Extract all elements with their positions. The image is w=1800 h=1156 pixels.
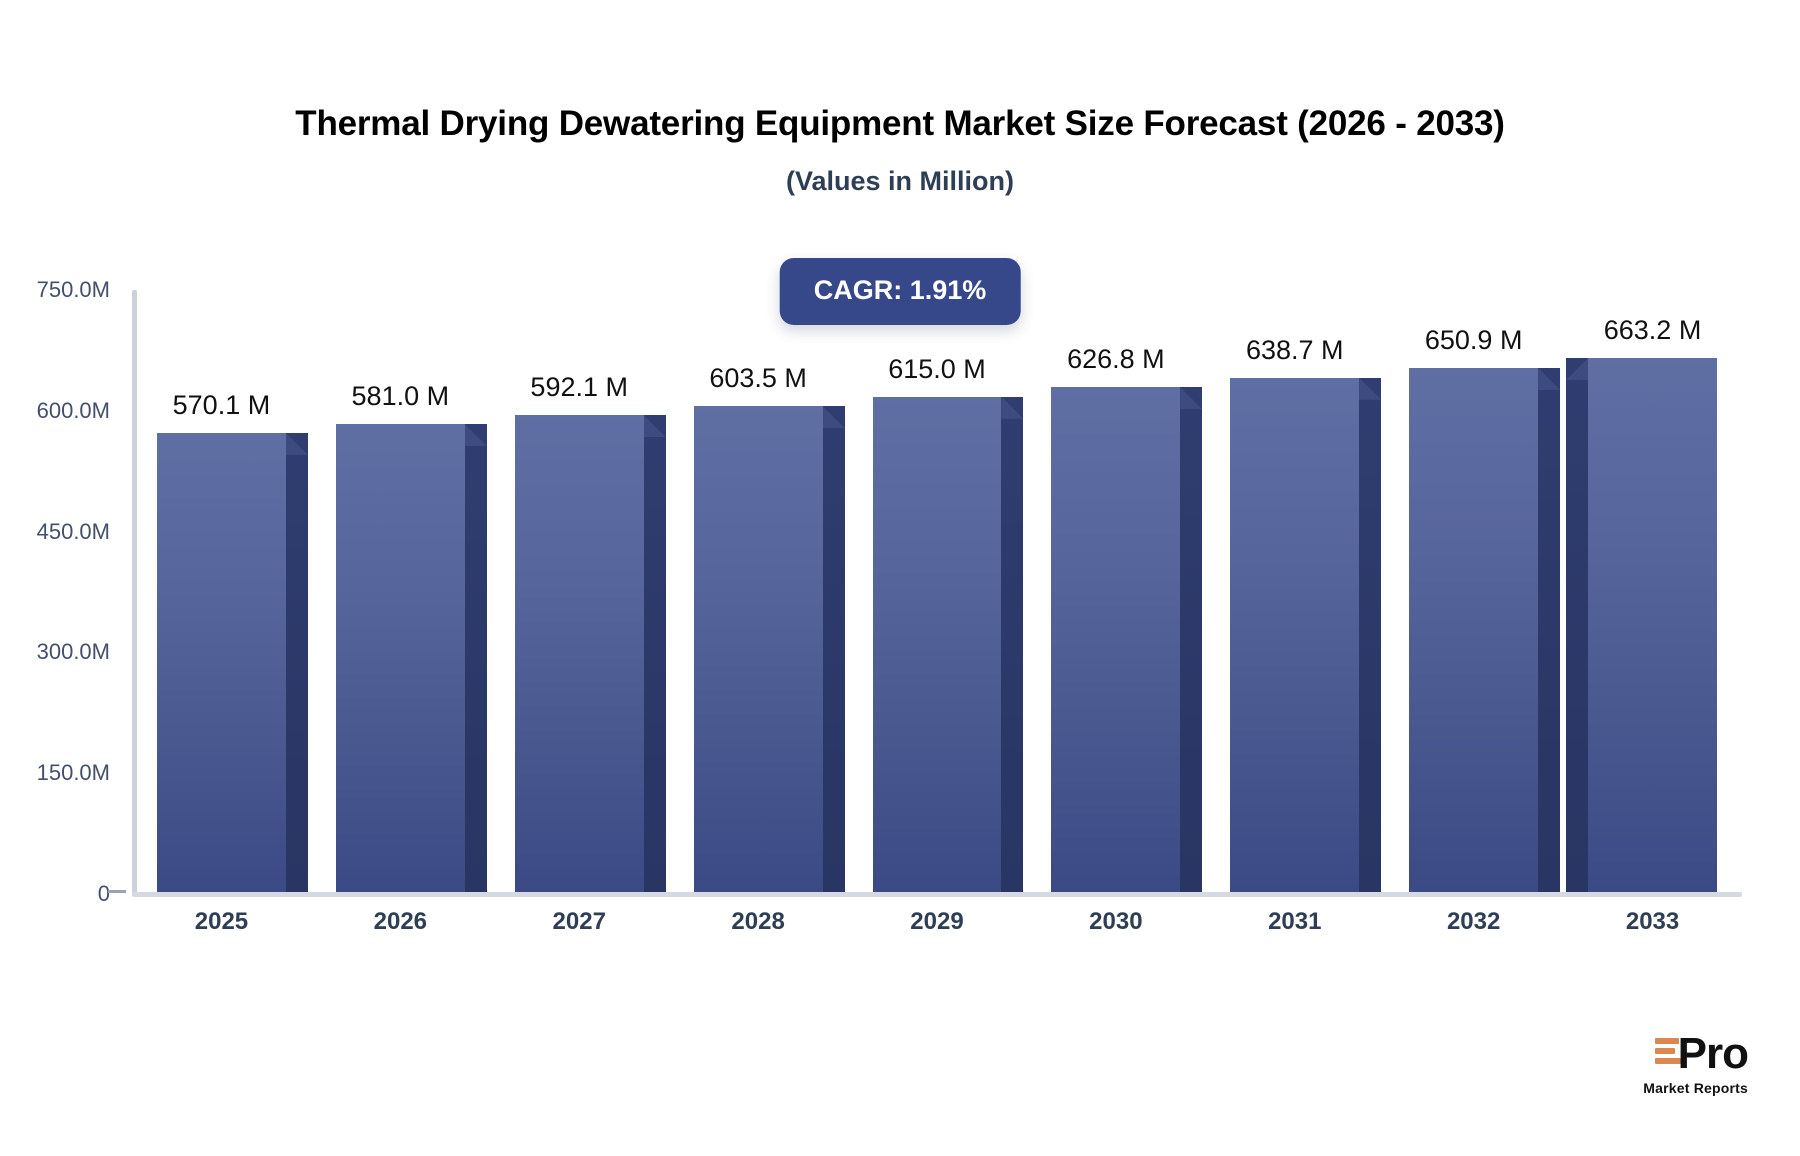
x-axis-tick-label: 2029 (910, 908, 964, 935)
logo-mark: Pro (1548, 1029, 1749, 1078)
bar-side-face (1180, 387, 1203, 892)
logo-bars-icon (1654, 1032, 1681, 1064)
bar-front-face (514, 415, 644, 892)
y-axis-tick-label: 300.0M (36, 639, 110, 665)
bar-column[interactable]: 581.0 M (335, 286, 487, 894)
y-axis-line (132, 290, 137, 894)
bar-front-face (157, 432, 286, 892)
bar-column[interactable]: 615.0 M (872, 286, 1024, 894)
chart-subtitle: (Values in Million) (785, 166, 1015, 196)
bar-front-face (1588, 357, 1717, 892)
x-axis-baseline (132, 892, 1742, 897)
y-axis-tick-label: 600.0M (36, 397, 110, 423)
bar-column[interactable]: 603.5 M (693, 286, 845, 894)
bar-column[interactable]: 650.9 M (1409, 286, 1561, 894)
logo-wordmark: Pro (1677, 1029, 1749, 1078)
x-axis-tick-label: 2031 (1268, 908, 1322, 935)
bar-column[interactable]: 663.2 M (1566, 286, 1717, 894)
plot-area: 570.1 M 581.0 M 592.1 M 603.5 M 615.0 M 626.8… (132, 290, 1742, 898)
bar-column[interactable]: 570.1 M (157, 286, 308, 894)
x-axis-tick-label: 2026 (373, 908, 428, 935)
bar-value-label: 592.1 M (530, 372, 628, 403)
x-axis-tick-label: 2032 (1446, 908, 1501, 935)
y-axis-tick-label: 150.0M (36, 760, 110, 786)
bar-side-face (464, 424, 487, 892)
bar-value-label: 570.1 M (172, 389, 271, 420)
brand-logo: Pro Market Reports (1548, 1029, 1749, 1108)
bar-side-face (822, 405, 845, 892)
bar-front-face (872, 396, 1002, 892)
bar-column[interactable]: 592.1 M (514, 286, 666, 894)
y-axis-tick-label: 450.0M (36, 518, 110, 544)
bar-value-label: 650.9 M (1424, 324, 1523, 355)
bar-column[interactable]: 638.7 M (1230, 286, 1382, 894)
bar-side-face (1566, 357, 1589, 892)
bar-front-face (1409, 367, 1539, 892)
x-axis-tick-label: 2033 (1625, 908, 1680, 935)
bar-column[interactable]: 626.8 M (1051, 286, 1203, 894)
x-axis-tick-label: 2025 (194, 908, 249, 935)
bar-front-face (693, 405, 823, 892)
bar-value-label: 603.5 M (709, 362, 807, 393)
bar-front-face (335, 424, 465, 892)
bar-value-label: 615.0 M (888, 353, 986, 384)
y-axis-zero-tick (108, 890, 126, 893)
x-axis-tick-label: 2030 (1089, 908, 1143, 935)
x-axis-tick-label: 2027 (552, 908, 606, 935)
bar-side-face (285, 432, 308, 892)
bar-front-face (1230, 377, 1360, 892)
y-axis-labels: 750.0M 600.0M 450.0M 300.0M 150.0M 0 (0, 277, 118, 906)
x-axis-tick-label: 2028 (731, 908, 785, 935)
y-axis-tick-label: 750.0M (36, 277, 110, 302)
bar-value-label: 638.7 M (1245, 334, 1344, 365)
bar-front-face (1051, 387, 1181, 892)
bar-side-face (1359, 377, 1382, 892)
logo-tagline: Market Reports (1643, 1080, 1748, 1096)
bar-side-face (1538, 367, 1561, 892)
bar-value-label: 663.2 M (1603, 314, 1702, 345)
bar-side-face (1001, 396, 1024, 892)
bar-value-label: 626.8 M (1067, 344, 1165, 375)
y-axis-tick-label: 0 (97, 881, 110, 906)
bar-side-face (643, 415, 666, 892)
bar-value-label: 581.0 M (351, 381, 450, 412)
chart-title: Thermal Drying Dewatering Equipment Mark… (295, 104, 1505, 143)
cagr-badge: CAGR: 1.91% (779, 258, 1021, 325)
x-axis-labels: 2025 2026 2027 2028 2029 2030 2031 2032 2033 (132, 908, 1742, 954)
